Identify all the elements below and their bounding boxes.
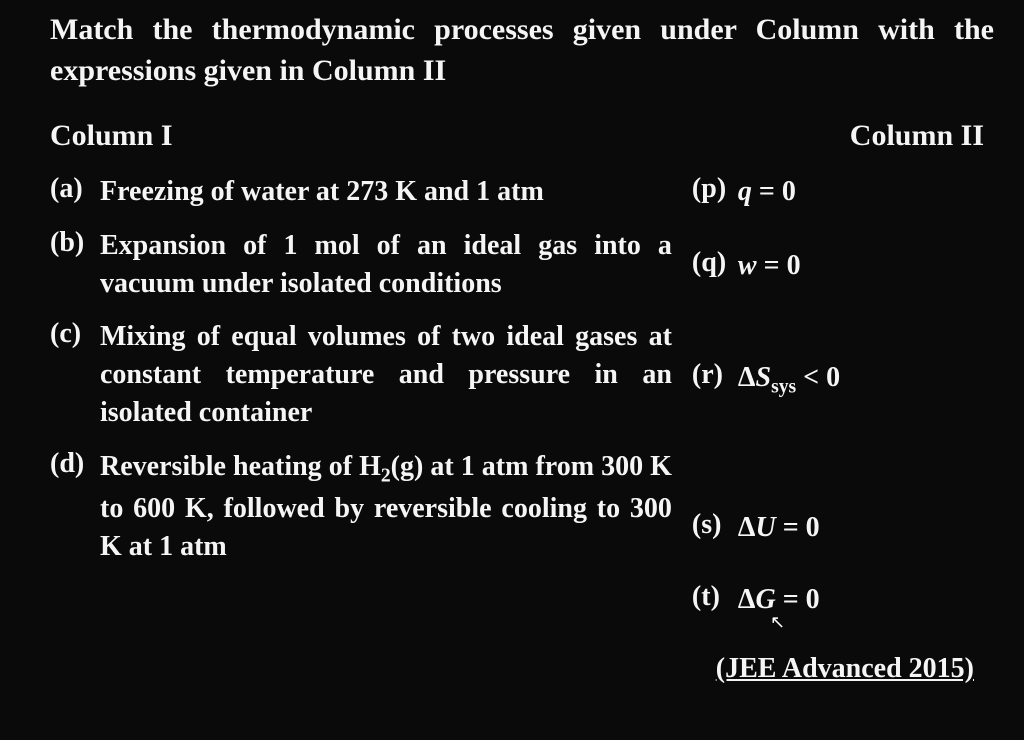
item-text: Freezing of water at 273 K and 1 atm	[100, 173, 544, 211]
column-2-header: Column II	[692, 119, 994, 153]
question-stem: Match the thermodynamic processes given …	[50, 10, 994, 91]
col2-item-p: (p) q = 0	[692, 173, 994, 231]
columns-wrap: Column I (a) Freezing of water at 273 K …	[50, 119, 994, 635]
col1-item-b: (b) Expansion of 1 mol of an ideal gas i…	[50, 227, 672, 303]
item-expr: w = 0	[738, 247, 801, 285]
item-label: (q)	[692, 247, 738, 279]
item-expr: q = 0	[738, 173, 796, 211]
item-label: (p)	[692, 173, 738, 205]
item-expr: ΔU = 0	[738, 509, 820, 547]
item-text: Mixing of equal volumes of two ideal gas…	[100, 318, 672, 431]
col2-item-s: (s) ΔU = 0	[692, 509, 994, 565]
item-label: (d)	[50, 448, 100, 480]
column-1: Column I (a) Freezing of water at 273 K …	[50, 119, 672, 635]
item-label: (a)	[50, 173, 100, 205]
item-label: (r)	[692, 359, 738, 391]
col1-item-d: (d) Reversible heating of H2(g) at 1 atm…	[50, 448, 672, 566]
column-2: Column II (p) q = 0 (q) w = 0 (r) ΔSsys …	[692, 119, 994, 635]
column-1-header: Column I	[50, 119, 672, 153]
col1-item-a: (a) Freezing of water at 273 K and 1 atm	[50, 173, 672, 211]
item-label: (t)	[692, 581, 738, 613]
item-label: (b)	[50, 227, 100, 259]
cursor-icon: ↖	[770, 612, 785, 633]
col2-item-q: (q) w = 0	[692, 247, 994, 343]
item-label: (c)	[50, 318, 100, 350]
col1-item-c: (c) Mixing of equal volumes of two ideal…	[50, 318, 672, 431]
item-text: Reversible heating of H2(g) at 1 atm fro…	[100, 448, 672, 566]
item-text: Expansion of 1 mol of an ideal gas into …	[100, 227, 672, 303]
col2-item-r: (r) ΔSsys < 0	[692, 359, 994, 493]
item-expr: ΔSsys < 0	[738, 359, 840, 401]
col2-item-t: (t) ΔG = 0	[692, 581, 994, 619]
item-label: (s)	[692, 509, 738, 541]
question-page: Match the thermodynamic processes given …	[0, 0, 1024, 705]
source-citation: (JEE Advanced 2015)	[50, 653, 994, 685]
